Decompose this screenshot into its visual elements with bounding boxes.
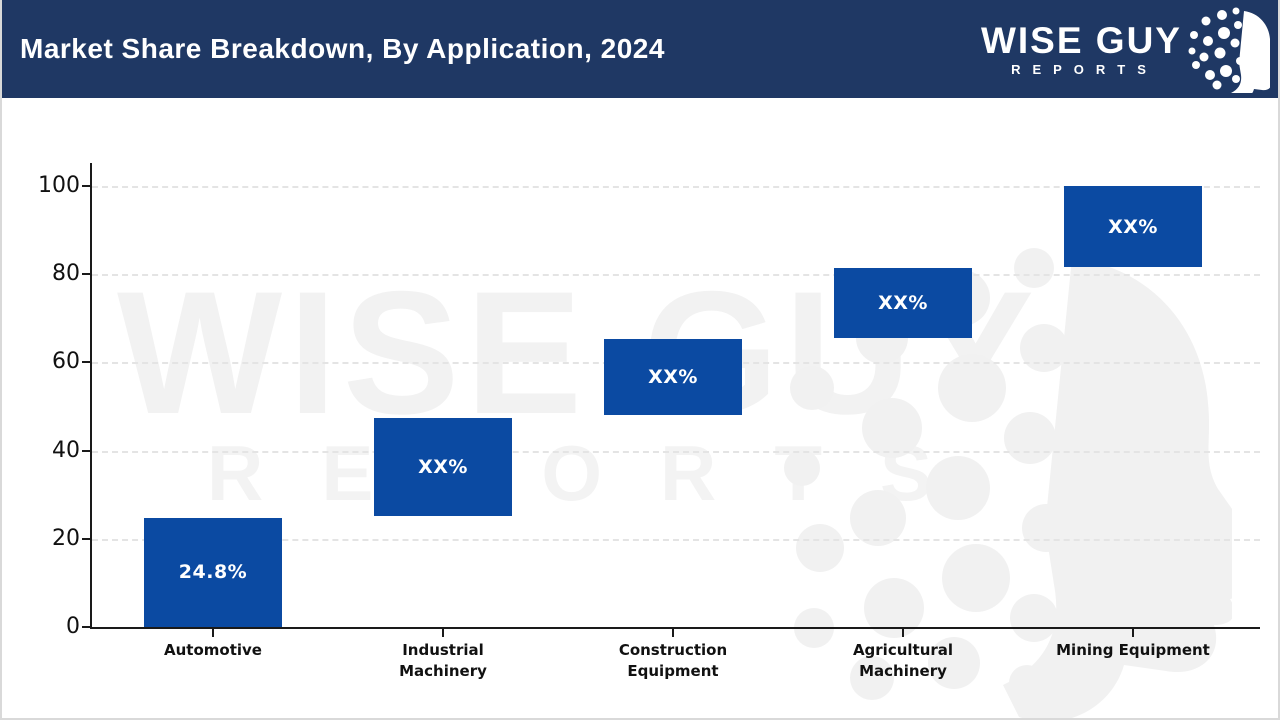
brand-name: WISE GUY — [980, 19, 1182, 61]
bar-value-label: XX% — [648, 366, 698, 389]
bar: XX% — [1064, 186, 1202, 268]
y-axis-tick-mark — [82, 273, 90, 276]
header-bar: Market Share Breakdown, By Application, … — [2, 0, 1278, 98]
bar: XX% — [604, 339, 742, 416]
y-axis-tick-mark — [82, 185, 90, 187]
bar-value-label: XX% — [878, 292, 928, 315]
y-axis-tick-label: 0 — [66, 614, 80, 639]
bar-value-label: XX% — [1108, 215, 1158, 238]
x-axis-tick-mark — [442, 629, 444, 637]
x-axis-category-label: Agricultural Machinery — [852, 641, 954, 680]
y-axis-tick-label: 60 — [52, 349, 80, 375]
x-axis-line — [90, 627, 1260, 629]
x-axis-category-label: Automotive — [164, 641, 262, 659]
y-axis-tick-label: 80 — [52, 261, 80, 287]
y-axis-tick-mark — [82, 361, 90, 364]
y-axis-tick-label: 100 — [38, 173, 80, 198]
y-axis-tick-mark — [82, 537, 90, 540]
y-axis-tick-label: 20 — [52, 525, 80, 551]
page-title: Market Share Breakdown, By Application, … — [20, 33, 665, 64]
x-axis-tick-mark — [1132, 629, 1134, 637]
y-axis-tick-mark — [82, 449, 90, 452]
gridline — [92, 186, 1260, 188]
bar: XX% — [374, 417, 512, 516]
brand-logo-text: WISE GUY REPORTS — [981, 22, 1182, 77]
x-axis-category-label: Mining Equipment — [1056, 641, 1210, 659]
x-axis-tick-mark — [672, 629, 674, 637]
y-axis-tick-label: 40 — [52, 437, 80, 463]
brand-subtitle: REPORTS — [1011, 61, 1158, 77]
x-axis-category-label: Construction Equipment — [618, 641, 728, 680]
gridline — [92, 450, 1260, 453]
brand-logo: WISE GUY REPORTS — [981, 5, 1278, 93]
gridline — [92, 274, 1260, 277]
y-axis-line — [90, 163, 92, 628]
x-axis-category-label: Industrial Machinery — [399, 641, 487, 680]
x-axis-tick-mark — [212, 629, 214, 637]
gridline — [92, 538, 1260, 541]
bar-value-label: XX% — [418, 455, 468, 478]
bar: XX% — [834, 268, 972, 338]
bar: 24.8% — [144, 517, 282, 627]
bar-value-label: 24.8% — [178, 561, 248, 584]
y-axis-tick-mark — [82, 626, 90, 628]
x-axis-tick-mark — [902, 629, 904, 637]
brand-head-icon — [1188, 7, 1270, 93]
